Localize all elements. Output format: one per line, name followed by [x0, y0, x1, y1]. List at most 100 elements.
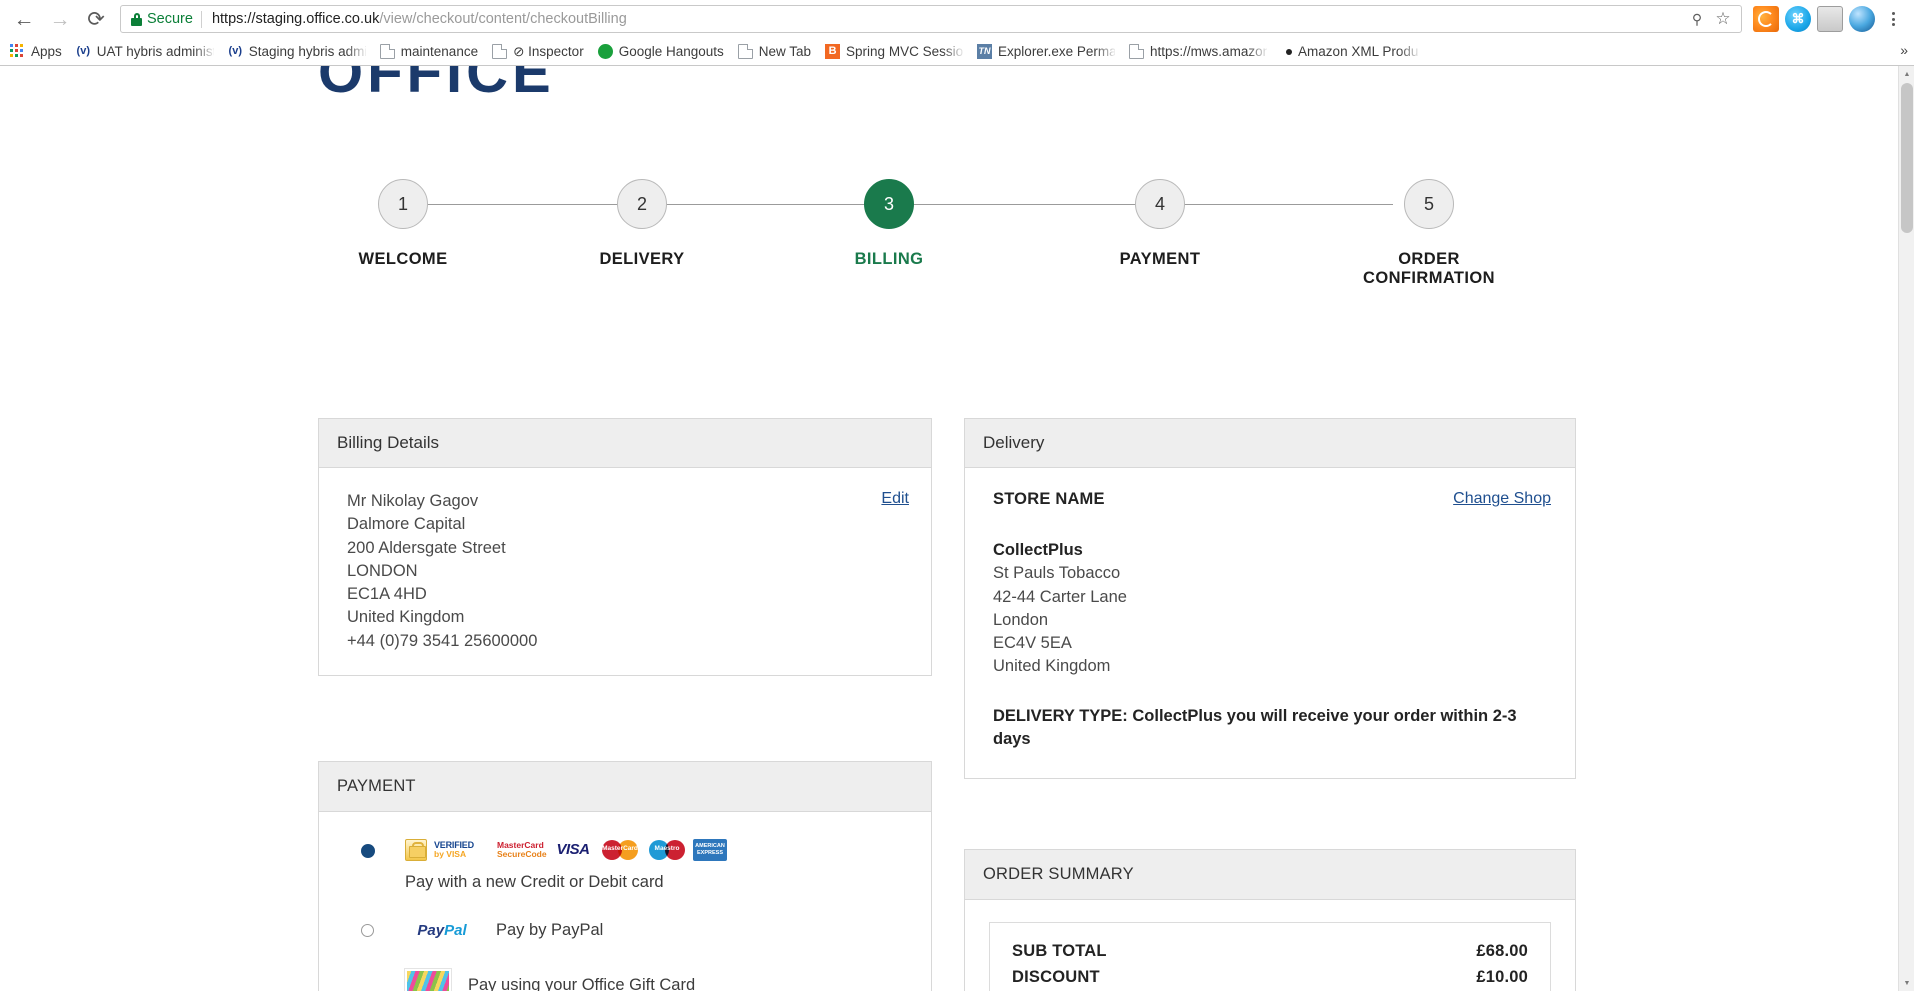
lock-icon: [131, 12, 142, 26]
blogger-icon: B: [825, 44, 841, 59]
step-label: BILLING: [854, 250, 924, 268]
bookmark-label: ⊘ Inspector: [513, 43, 584, 59]
firefox-icon[interactable]: [1753, 6, 1779, 32]
bookmark-explorer-exe[interactable]: TN Explorer.exe Permane: [971, 40, 1122, 63]
mastercard-logo: MasterCard: [599, 838, 641, 861]
checkout-step-payment[interactable]: 4 PAYMENT: [1075, 126, 1245, 269]
document-icon: [737, 44, 753, 59]
step-number: 4: [1135, 179, 1185, 229]
payment-option-label: Pay by PayPal: [496, 920, 604, 939]
paypal-logo: Pay Pal: [404, 918, 480, 942]
row-label: DISCOUNT: [1012, 967, 1100, 986]
page-scrollbar[interactable]: ▲ ▼: [1898, 66, 1914, 991]
back-button[interactable]: ←: [6, 1, 42, 37]
scroll-down-arrow[interactable]: ▼: [1903, 979, 1911, 987]
bookmark-label: Google Hangouts: [618, 44, 724, 59]
step-number: 3: [864, 179, 914, 229]
document-icon: [379, 44, 395, 59]
bookmark-label: Apps: [31, 44, 62, 59]
forward-button[interactable]: →: [42, 1, 78, 37]
address-line: EC1A 4HD: [347, 585, 427, 604]
bookmark-label: UAT hybris administra: [96, 44, 214, 59]
hybris-icon: (v): [228, 45, 242, 57]
card-icon[interactable]: [1817, 6, 1843, 32]
key-icon[interactable]: ⚲: [1691, 10, 1703, 27]
office-logo[interactable]: OFFICE: [318, 66, 555, 105]
security-label: Secure: [147, 11, 193, 27]
page-viewport: OFFICE 1 WELCOME 2 DELIVERY 3 BILLING 4 …: [0, 66, 1914, 991]
address-line: 200 Aldersgate Street: [347, 538, 506, 557]
bookmark-uat-hybris[interactable]: (v) UAT hybris administra: [70, 40, 220, 63]
address-line: United Kingdom: [347, 608, 465, 627]
store-address-line: 42-44 Carter Lane: [993, 587, 1127, 606]
bookmark-mws-amazon[interactable]: https://mws.amazons: [1123, 40, 1274, 63]
edit-billing-address-link[interactable]: Edit: [881, 490, 909, 507]
globe-icon[interactable]: [1849, 6, 1875, 32]
payment-panel: PAYMENT VERIFIED by VISA MasterCard Secu…: [318, 761, 932, 991]
store-address: CollectPlus St Pauls Tobacco 42-44 Carte…: [993, 539, 1551, 679]
order-summary-title: ORDER SUMMARY: [965, 850, 1575, 900]
browser-toolbar: ← → ⟳ Secure https://staging.office.co.u…: [0, 0, 1914, 38]
radio-new-card[interactable]: [361, 844, 375, 858]
url-host: https://staging.office.co.uk: [211, 11, 380, 27]
bookmark-amazon-xml-product[interactable]: Amazon XML Produc: [1275, 40, 1426, 63]
checkout-step-billing[interactable]: 3 BILLING: [804, 126, 974, 269]
checkout-step-welcome[interactable]: 1 WELCOME: [318, 126, 488, 269]
browser-chrome: ← → ⟳ Secure https://staging.office.co.u…: [0, 0, 1914, 66]
bookmark-new-tab[interactable]: New Tab: [732, 41, 817, 63]
store-address-line: United Kingdom: [993, 657, 1111, 676]
hangouts-icon: [597, 44, 613, 59]
reload-button[interactable]: ⟳: [78, 1, 114, 37]
bookmark-label: maintenance: [400, 44, 479, 59]
bookmark-star-icon[interactable]: ☆: [1715, 9, 1731, 28]
payment-option-paypal[interactable]: Pay Pal Pay by PayPal: [343, 918, 917, 942]
step-label: ORDER CONFIRMATION: [1363, 250, 1495, 287]
step-label: PAYMENT: [1119, 250, 1201, 268]
url-path: /view/checkout/content/checkoutBilling: [379, 11, 627, 27]
checkout-step-delivery[interactable]: 2 DELIVERY: [557, 126, 727, 269]
bookmark-label: Staging hybris admin: [248, 44, 366, 59]
mastercard-securecode-logo: MasterCard SecureCode.: [495, 838, 547, 861]
store-address-line: London: [993, 610, 1049, 629]
divider: [200, 10, 202, 28]
row-value: £10.00: [1476, 967, 1528, 986]
url-text: https://staging.office.co.uk/view/checko…: [212, 11, 627, 27]
bookmark-label: https://mws.amazons: [1150, 44, 1268, 59]
order-summary-panel: ORDER SUMMARY SUB TOTAL £68.00 DISCOUNT …: [964, 849, 1576, 991]
delivery-panel-title: Delivery: [965, 419, 1575, 468]
kebab-menu-icon[interactable]: [1878, 4, 1908, 34]
radio-paypal[interactable]: [361, 924, 374, 937]
scroll-up-arrow[interactable]: ▲: [1903, 70, 1911, 78]
payment-option-new-card[interactable]: VERIFIED by VISA MasterCard SecureCode. …: [343, 838, 917, 892]
padlock-icon: [405, 838, 427, 861]
bookmark-inspector[interactable]: ⊘ Inspector: [486, 41, 590, 63]
office-gift-card-logo: GIFT CARD: [404, 968, 452, 991]
step-number: 1: [378, 179, 428, 229]
scrollbar-thumb[interactable]: [1901, 83, 1913, 233]
bookmark-google-hangouts[interactable]: Google Hangouts: [592, 41, 730, 63]
billing-details-panel: Billing Details Mr Nikolay Gagov Dalmore…: [318, 418, 932, 677]
bookmark-staging-hybris[interactable]: (v) Staging hybris admin: [222, 40, 372, 63]
bookmark-maintenance[interactable]: maintenance: [374, 41, 484, 63]
summary-row-discount: DISCOUNT £10.00: [1012, 965, 1528, 991]
delivery-panel: Delivery STORE NAME Change Shop CollectP…: [964, 418, 1576, 779]
bullet-icon: [1286, 48, 1293, 55]
bookmark-spring-mvc-session[interactable]: B Spring MVC Session A: [819, 40, 970, 63]
checkout-progress-bar: 1 WELCOME 2 DELIVERY 3 BILLING 4 PAYMENT…: [318, 126, 1495, 326]
american-express-logo: AMERICAN EXPRESS: [693, 838, 727, 861]
store-address-line: EC4V 5EA: [993, 634, 1072, 653]
bookmarks-overflow-button[interactable]: »: [1900, 42, 1908, 58]
change-shop-link[interactable]: Change Shop: [1453, 490, 1551, 507]
visa-logo: VISA: [552, 838, 594, 861]
step-number: 5: [1404, 179, 1454, 229]
address-bar[interactable]: Secure https://staging.office.co.uk/view…: [120, 5, 1742, 33]
bookmark-label: Spring MVC Session A: [846, 44, 964, 59]
payment-option-giftcard[interactable]: GIFT CARD Pay using your Office Gift Car…: [343, 968, 917, 991]
maestro-logo: Maestro: [646, 838, 688, 861]
command-icon[interactable]: ⌘: [1785, 6, 1811, 32]
checkout-step-order-confirmation[interactable]: 5 ORDER CONFIRMATION: [1344, 126, 1514, 288]
bookmark-label: New Tab: [758, 44, 812, 59]
billing-address: Mr Nikolay Gagov Dalmore Capital 200 Ald…: [343, 490, 537, 653]
bookmark-apps[interactable]: Apps: [4, 41, 68, 63]
store-address-line: St Pauls Tobacco: [993, 564, 1121, 583]
